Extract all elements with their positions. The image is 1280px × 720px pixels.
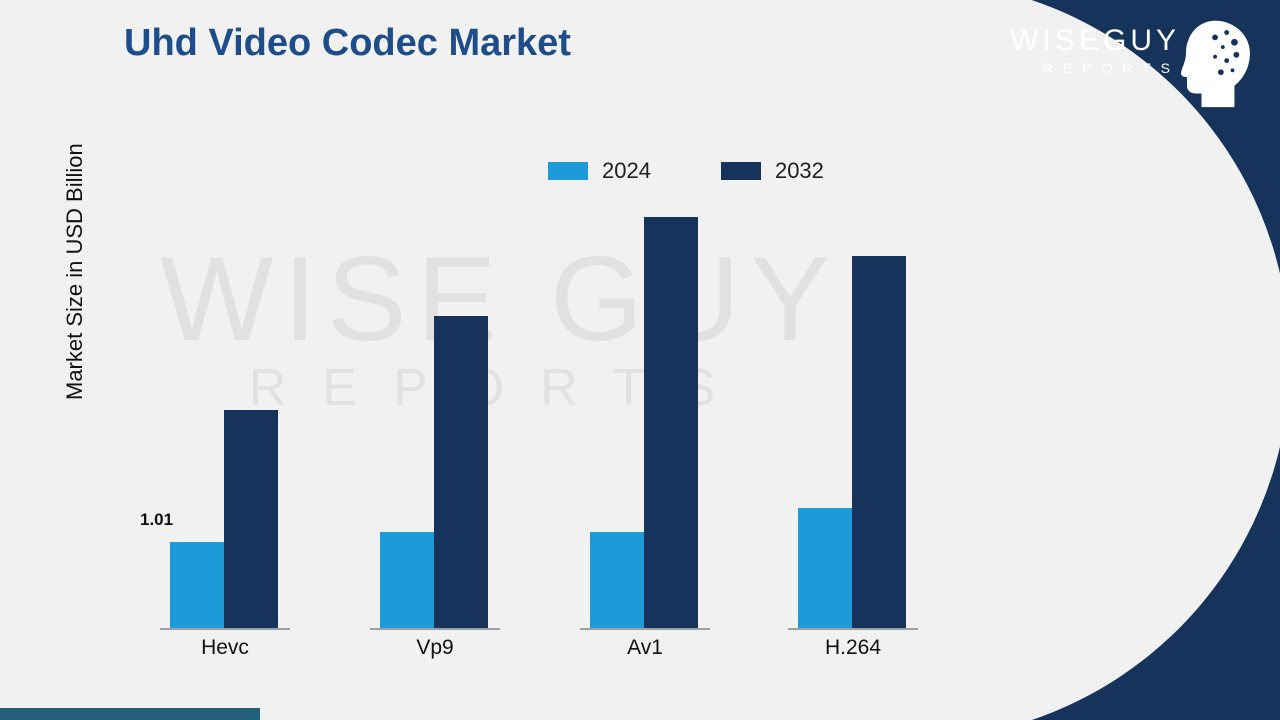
- bar: [644, 217, 698, 628]
- bottom-accent-strip: [0, 708, 260, 720]
- bar-chart: HevcVp9Av1H.2641.01: [130, 200, 900, 628]
- bar: [798, 508, 852, 628]
- x-axis-label: Av1: [580, 636, 710, 660]
- x-axis-label: Hevc: [160, 636, 290, 660]
- chart-title: Uhd Video Codec Market: [124, 22, 571, 65]
- x-axis-label: Vp9: [370, 636, 500, 660]
- bar: [224, 410, 278, 628]
- legend-swatch: [548, 162, 588, 180]
- legend: 2024 2032: [548, 158, 824, 184]
- legend-label: 2024: [602, 158, 651, 184]
- bar: [434, 316, 488, 628]
- bar-baseline: [160, 628, 290, 630]
- x-axis-label: H.264: [788, 636, 918, 660]
- legend-swatch: [721, 162, 761, 180]
- wiseguy-logo: WISEGUY REPORTS: [1010, 24, 1250, 76]
- value-label: 1.01: [140, 510, 173, 530]
- bar: [170, 542, 224, 628]
- bar-baseline: [788, 628, 918, 630]
- legend-item-2024: 2024: [548, 158, 651, 184]
- bar: [852, 256, 906, 628]
- bar: [590, 532, 644, 628]
- legend-item-2032: 2032: [721, 158, 824, 184]
- y-axis-label: Market Size in USD Billion: [62, 143, 88, 400]
- bar-baseline: [580, 628, 710, 630]
- legend-label: 2032: [775, 158, 824, 184]
- bar-baseline: [370, 628, 500, 630]
- head-icon: [1178, 18, 1256, 110]
- bar: [380, 532, 434, 628]
